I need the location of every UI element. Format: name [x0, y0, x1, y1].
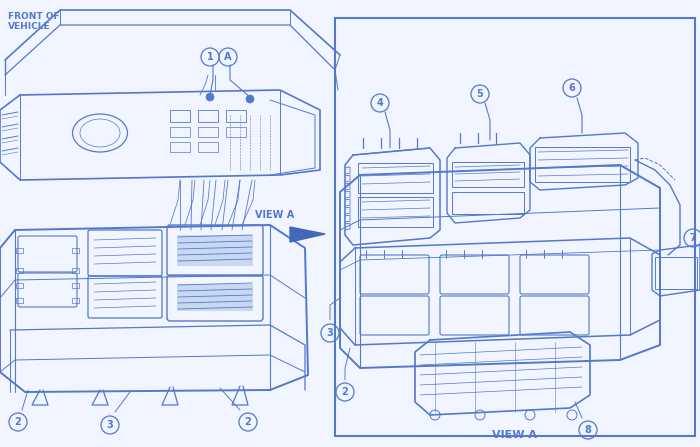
Bar: [358, 163, 433, 193]
Bar: [655, 257, 697, 289]
Bar: [177, 235, 253, 266]
Bar: [170, 110, 190, 122]
Bar: [72, 248, 79, 253]
Bar: [177, 284, 253, 311]
Polygon shape: [290, 227, 325, 242]
Bar: [535, 147, 630, 182]
Bar: [16, 248, 23, 253]
Text: 1: 1: [206, 52, 214, 62]
Text: 3: 3: [106, 420, 113, 430]
Bar: [170, 127, 190, 137]
Text: 7: 7: [690, 233, 696, 243]
Bar: [358, 197, 433, 227]
Text: A: A: [224, 52, 232, 62]
Bar: [72, 298, 79, 303]
Bar: [170, 142, 190, 152]
Text: 6: 6: [568, 83, 575, 93]
Bar: [16, 268, 23, 273]
Bar: [226, 127, 246, 137]
Bar: [452, 192, 524, 214]
Bar: [198, 110, 218, 122]
Text: 2: 2: [15, 417, 22, 427]
Bar: [72, 268, 79, 273]
Text: 5: 5: [477, 89, 484, 99]
Text: 8: 8: [584, 425, 592, 435]
Text: 4: 4: [377, 98, 384, 108]
Bar: [16, 283, 23, 288]
Text: FRONT OF
VEHICLE: FRONT OF VEHICLE: [8, 12, 60, 31]
Bar: [452, 162, 524, 187]
Bar: [198, 127, 218, 137]
Text: 3: 3: [327, 328, 333, 338]
Bar: [335, 18, 695, 436]
Text: 2: 2: [342, 387, 349, 397]
Text: VIEW A: VIEW A: [255, 210, 294, 220]
Bar: [226, 110, 246, 122]
Bar: [72, 283, 79, 288]
Circle shape: [206, 93, 214, 101]
Circle shape: [246, 95, 254, 103]
Text: VIEW A: VIEW A: [493, 430, 538, 440]
Bar: [198, 142, 218, 152]
Text: 2: 2: [244, 417, 251, 427]
Bar: [16, 298, 23, 303]
